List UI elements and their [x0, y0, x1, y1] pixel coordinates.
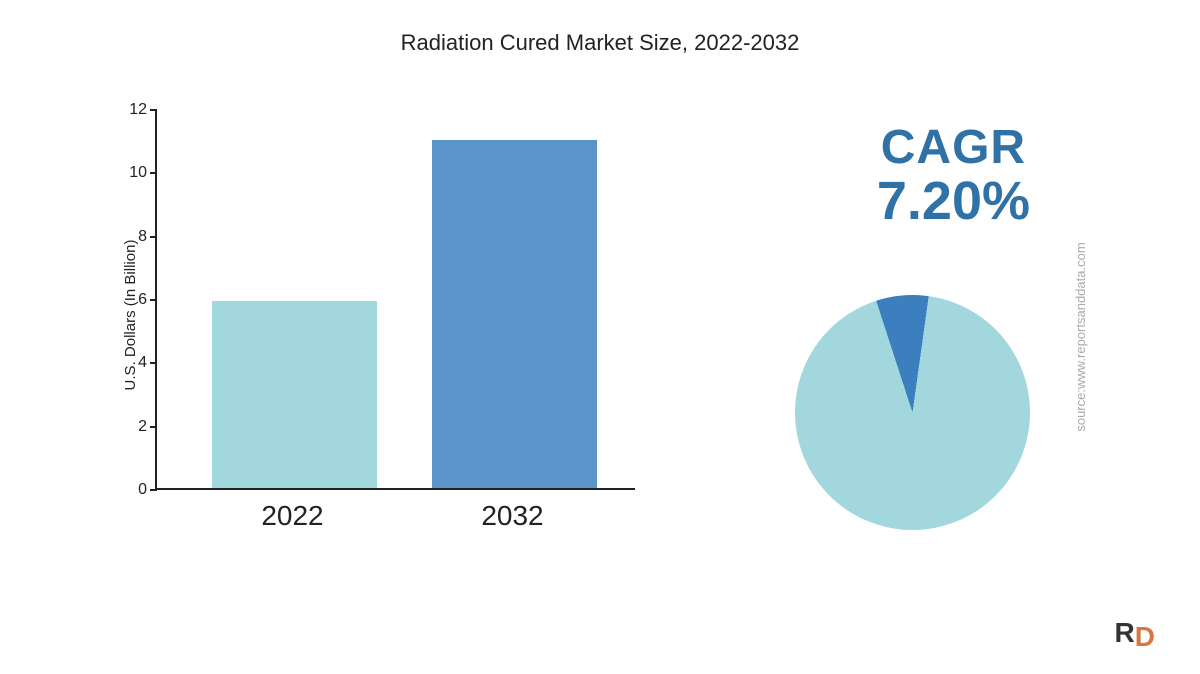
bar-2022	[212, 301, 377, 488]
x-label-2022: 2022	[210, 500, 375, 532]
y-tick-mark	[150, 172, 157, 174]
y-tick-mark	[150, 362, 157, 364]
y-tick-mark	[150, 109, 157, 111]
y-tick-label: 0	[117, 481, 147, 499]
bar-2032	[432, 140, 597, 488]
logo-letter-d: D	[1135, 621, 1155, 653]
y-tick-label: 4	[117, 354, 147, 372]
y-tick-label: 2	[117, 418, 147, 436]
y-tick-label: 10	[117, 164, 147, 182]
x-label-2032: 2032	[430, 500, 595, 532]
plot-area: 024681012	[155, 110, 635, 490]
logo-letter-r: R	[1115, 617, 1135, 648]
cagr-block: CAGR 7.20%	[877, 120, 1030, 232]
y-tick-mark	[150, 299, 157, 301]
y-tick-mark	[150, 236, 157, 238]
cagr-value: 7.20%	[877, 170, 1030, 232]
bar-chart: U.S. Dollars (In Billion) 024681012 2022…	[110, 100, 640, 530]
y-tick-mark	[150, 489, 157, 491]
y-tick-label: 12	[117, 101, 147, 119]
y-tick-label: 8	[117, 228, 147, 246]
y-tick-mark	[150, 426, 157, 428]
source-attribution: source:www.reportsanddata.com	[1073, 242, 1088, 431]
brand-logo: RD	[1115, 617, 1155, 649]
cagr-label: CAGR	[877, 120, 1030, 175]
y-tick-label: 6	[117, 291, 147, 309]
pie-chart	[795, 295, 1030, 530]
chart-title: Radiation Cured Market Size, 2022-2032	[0, 0, 1200, 56]
